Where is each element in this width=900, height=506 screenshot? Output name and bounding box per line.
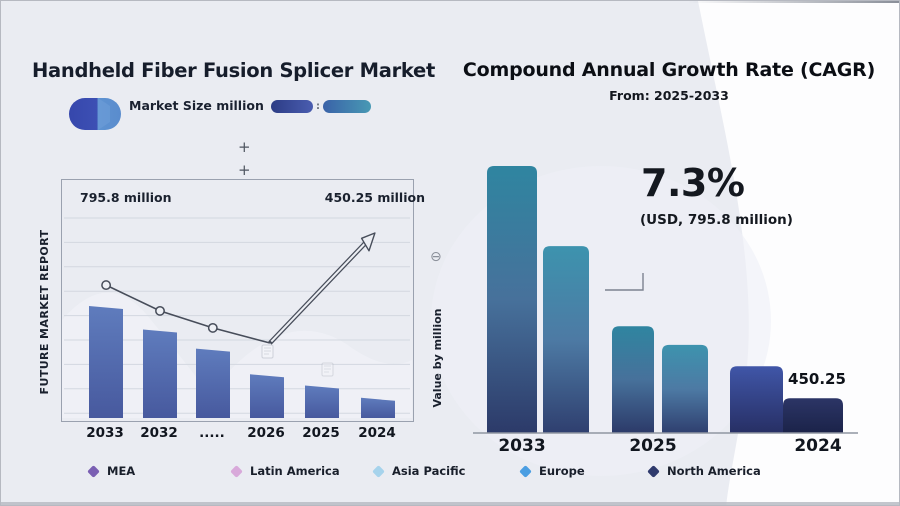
market-bar-..... <box>196 348 230 418</box>
legend-item-north-america: North America <box>647 464 761 478</box>
future-market-report-label: FUTURE MARKET REPORT <box>38 229 51 395</box>
cagr-header: Compound Annual Growth Rate (CAGR) From:… <box>453 59 885 103</box>
legend-item-europe: Europe <box>519 464 585 478</box>
document-icon <box>321 362 334 377</box>
legend-diamond-icon <box>519 464 532 478</box>
legend-label: Europe <box>539 464 585 478</box>
market-bar-2032 <box>143 329 177 418</box>
plus-icon: + <box>238 161 251 179</box>
legend-label: Latin America <box>250 464 340 478</box>
cagr-value: 7.3% <box>641 161 745 205</box>
legend-label: Asia Pacific <box>392 464 466 478</box>
trend-line <box>105 284 271 344</box>
trend-marker <box>101 280 112 291</box>
trend-arrow-head <box>360 232 376 252</box>
cagr-x-label-2025: 2025 <box>629 436 677 456</box>
legend-item-asia-pacific: Asia Pacific <box>372 464 466 478</box>
trend-arrow-shaft-inner <box>270 238 371 343</box>
x-label-2025: 2025 <box>302 425 340 441</box>
x-label-2024: 2024 <box>358 425 396 441</box>
corner-line-decoration <box>605 273 644 291</box>
ratio-pill-dark <box>271 100 313 113</box>
market-size-label: Market Size million <box>129 98 264 113</box>
x-label-2032: 2032 <box>140 425 178 441</box>
legend-label: MEA <box>107 464 136 478</box>
cagr-x-label-2033: 2033 <box>498 436 546 456</box>
legend-diamond-icon <box>87 464 100 478</box>
x-label-2026: 2026 <box>247 425 285 441</box>
cagr-bar-2024-b <box>783 398 843 433</box>
market-bar-2025 <box>305 385 339 418</box>
bottom-edge-line <box>1 502 899 505</box>
market-bar-2033 <box>89 306 123 418</box>
ratio-pills: : <box>271 100 371 113</box>
annotation-market-2024: 450.25 million <box>324 190 425 205</box>
cagr-chart-plot <box>473 166 858 434</box>
value-450-label: 450.25 <box>788 370 846 388</box>
legend-diamond-icon <box>372 464 385 478</box>
market-bar-2024 <box>361 397 395 418</box>
cagr-bar-2033-b <box>543 246 589 433</box>
cagr-subtitle: From: 2025-2033 <box>609 88 729 103</box>
legend-item-mea: MEA <box>87 464 136 478</box>
legend-diamond-icon <box>647 464 660 478</box>
cagr-bar-2024-a <box>730 366 783 433</box>
legend-diamond-icon <box>230 464 243 478</box>
cagr-x-label-2024: 2024 <box>794 436 842 456</box>
trend-marker <box>155 305 165 316</box>
cagr-detail: (USD, 795.8 million) <box>640 212 793 228</box>
minus-circle-icon: ⊖ <box>430 249 442 265</box>
top-edge-line <box>687 1 899 3</box>
plus-icon: + <box>238 138 251 156</box>
trend-marker <box>207 322 218 333</box>
mountain-shape <box>192 330 412 418</box>
market-size-cylinder-icon <box>69 98 121 130</box>
annotation-market-2033: 795.8 million <box>80 190 172 205</box>
value-by-million-label: Value by million <box>431 308 444 408</box>
document-icon <box>261 344 274 359</box>
cagr-bar-2025-b <box>662 344 708 433</box>
x-label-.....: ..... <box>199 425 225 441</box>
cagr-bar-2033-a <box>487 166 537 433</box>
page-title: Handheld Fiber Fusion Splicer Market <box>32 59 435 82</box>
ratio-colon: : <box>316 100 320 112</box>
market-bar-2026 <box>250 374 284 418</box>
cagr-title: Compound Annual Growth Rate (CAGR) <box>462 59 876 81</box>
ratio-pill-teal <box>323 100 371 113</box>
market-size-chart-frame: 795.8 million 450.25 million <box>61 179 425 422</box>
cagr-bar-2025-a <box>612 326 654 433</box>
market-size-chart-plot <box>62 217 412 418</box>
x-label-2033: 2033 <box>86 425 124 441</box>
legend-label: North America <box>667 464 761 478</box>
legend-item-latin-america: Latin America <box>230 464 340 478</box>
